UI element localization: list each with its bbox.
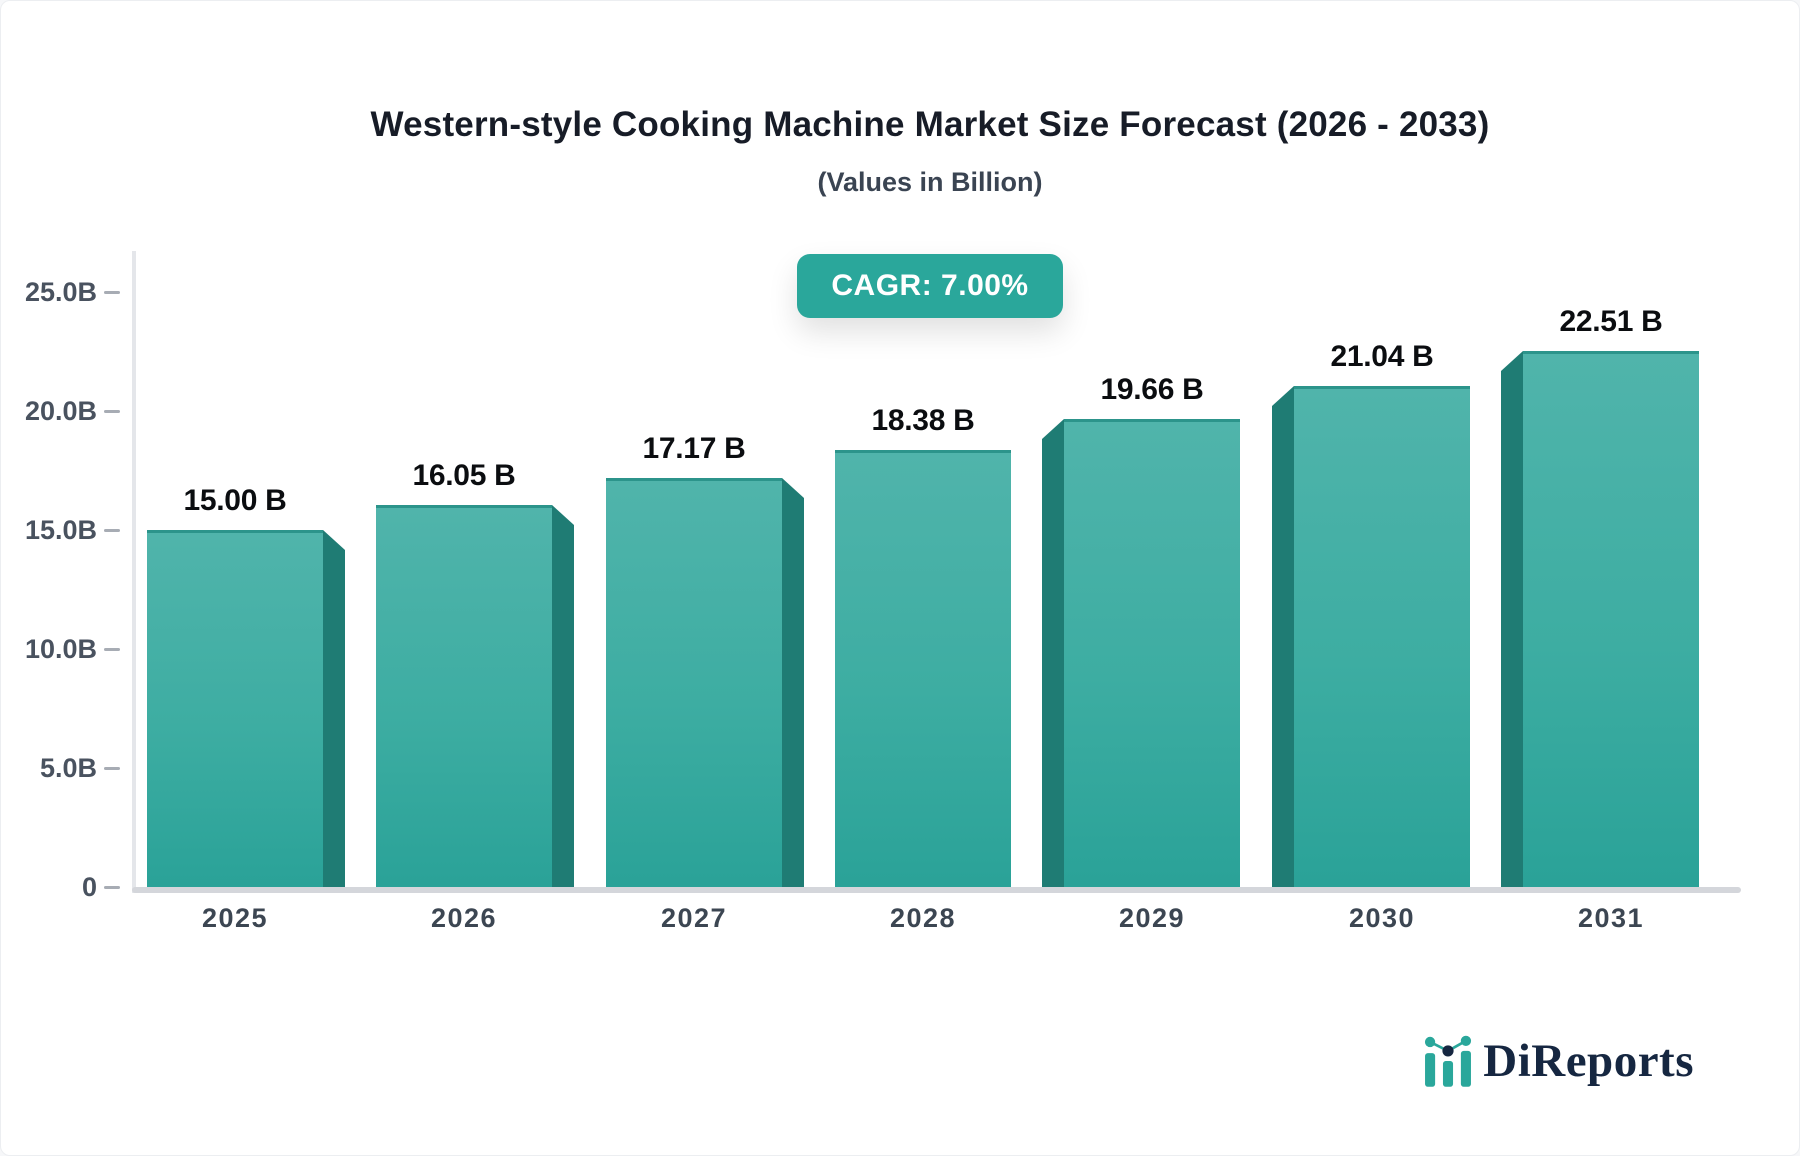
bar-value-label: 19.66 B: [1100, 373, 1204, 406]
y-tick-label: 5.0B: [39, 753, 97, 783]
bar-side-shadow: [1042, 419, 1064, 887]
y-tick: [104, 766, 120, 770]
bar-value-label: 21.04 B: [1330, 340, 1434, 373]
bar-side-shadow: [1501, 351, 1523, 887]
bar-side-shadow: [552, 505, 574, 887]
x-axis-label: 2031: [1577, 903, 1645, 933]
x-axis-label: 2028: [889, 903, 957, 933]
y-tick-label: 0: [81, 872, 97, 902]
x-axis-label: 2027: [660, 903, 728, 933]
y-tick: [104, 885, 120, 889]
bar-face: [1523, 351, 1699, 887]
bar-2025: [147, 530, 345, 887]
bar-value-label: 18.38 B: [871, 404, 975, 437]
y-tick: [104, 409, 120, 413]
bar-face: [606, 478, 782, 887]
bar-face: [1064, 419, 1240, 887]
x-axis-label: 2025: [201, 903, 269, 933]
bar-face: [147, 530, 323, 887]
mini-bar-chart-logo-icon: [1422, 1033, 1474, 1089]
chart-title: Western-style Cooking Machine Market Siz…: [370, 105, 1490, 144]
bar-face: [1294, 386, 1470, 887]
cagr-badge-label: CAGR: 7.00%: [797, 254, 1063, 318]
y-tick-label: 25.0B: [24, 277, 97, 307]
y-tick: [104, 528, 120, 532]
bar-face: [376, 505, 552, 887]
bar-value-label: 15.00 B: [183, 484, 287, 517]
bar-side-shadow: [323, 530, 345, 887]
y-tick-label: 10.0B: [24, 634, 97, 664]
bar-side-shadow: [1272, 386, 1294, 887]
bar-2027: [606, 478, 804, 887]
bar-2026: [376, 505, 574, 887]
bar-2029: [1042, 419, 1240, 887]
x-axis-line: [132, 887, 1741, 893]
bar-value-label: 17.17 B: [642, 432, 746, 465]
x-axis-label: 2029: [1118, 903, 1186, 933]
bar-value-label: 22.51 B: [1559, 305, 1663, 338]
y-tick-label: 15.0B: [24, 515, 97, 545]
brand-logo-text: DiReports: [1483, 1035, 1694, 1087]
brand-logo[interactable]: DiReports: [1422, 1033, 1694, 1089]
x-axis-label: 2030: [1348, 903, 1416, 933]
y-tick: [104, 647, 120, 651]
bar-side-shadow: [782, 478, 804, 887]
bar-2030: [1272, 386, 1470, 887]
x-axis-label: 2026: [430, 903, 498, 933]
chart-subtitle: (Values in Billion): [817, 167, 1043, 197]
y-tick-label: 20.0B: [24, 396, 97, 426]
y-axis-line: [132, 251, 136, 893]
bar-value-label: 16.05 B: [412, 459, 516, 492]
bar-face: [835, 450, 1011, 887]
bar-2028: [835, 450, 1011, 887]
bar-2031: [1501, 351, 1699, 887]
y-tick: [104, 290, 120, 294]
